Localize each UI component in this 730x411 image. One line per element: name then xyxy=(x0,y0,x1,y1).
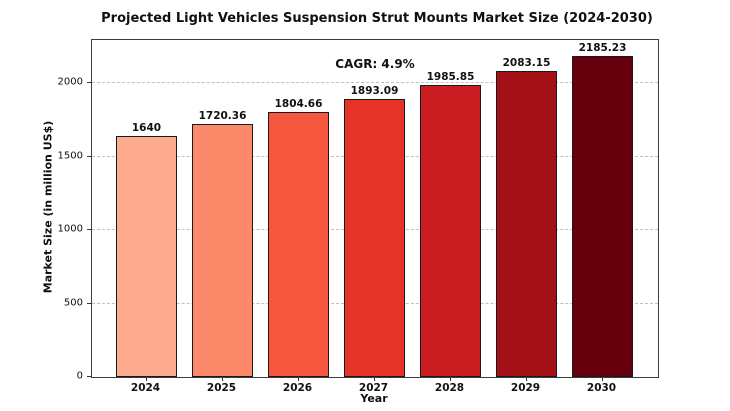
bar-group-2025: 1720.36 xyxy=(181,110,265,377)
bar-group-2026: 1804.66 xyxy=(257,98,341,377)
y-tick-mark xyxy=(87,82,91,84)
x-tick-label-2030: 2030 xyxy=(586,382,617,394)
bar-2029 xyxy=(496,71,557,377)
x-tick-label-2025: 2025 xyxy=(206,382,237,394)
y-tick-mark xyxy=(87,376,91,377)
bar-2025 xyxy=(192,124,253,377)
y-tick-label-500: 500 xyxy=(63,297,83,309)
bar-group-2024: 1640 xyxy=(105,122,189,377)
x-tick-mark xyxy=(297,377,299,381)
y-tick-mark xyxy=(87,155,91,157)
bar-value-label: 1720.36 xyxy=(198,110,247,123)
bar-group-2028: 1985.85 xyxy=(409,71,493,377)
x-tick-mark xyxy=(525,377,527,381)
bar-value-label: 1893.09 xyxy=(350,84,399,97)
bar-2024 xyxy=(116,136,177,377)
x-tick-label-2026: 2026 xyxy=(282,382,313,394)
x-axis-label: Year xyxy=(360,392,388,405)
gridline-2000 xyxy=(92,82,658,84)
bar-group-2030: 2185.23 xyxy=(561,42,645,377)
y-tick-mark xyxy=(87,302,91,304)
bar-value-label: 2083.15 xyxy=(502,57,551,70)
y-tick-mark xyxy=(87,229,91,231)
y-axis-label: Market Size (in million US$) xyxy=(41,120,55,294)
x-tick-label-2024: 2024 xyxy=(130,382,161,394)
x-tick-mark xyxy=(601,377,603,381)
bar-value-label: 1804.66 xyxy=(274,97,323,110)
x-tick-label-2027: 2027 xyxy=(358,382,389,394)
x-tick-label-2029: 2029 xyxy=(510,382,541,394)
y-tick-label-2000: 2000 xyxy=(57,76,83,88)
bar-2026 xyxy=(268,111,329,377)
plot-area: 1640 1720.36 1804.66 1893.09 1985.85 2083.15 2… xyxy=(91,39,659,378)
y-tick-label-0: 0 xyxy=(76,370,83,382)
y-tick-label-1000: 1000 xyxy=(57,223,83,235)
x-tick-mark xyxy=(373,377,375,381)
bar-value-label: 1985.85 xyxy=(426,71,475,84)
x-tick-mark xyxy=(221,377,223,381)
bar-2030 xyxy=(572,56,633,377)
chart-title: Projected Light Vehicles Suspension Stru… xyxy=(101,11,653,26)
bar-value-label: 2185.23 xyxy=(578,42,627,55)
x-tick-mark xyxy=(145,377,147,381)
bar-group-2029: 2083.15 xyxy=(485,57,569,377)
y-tick-label-1500: 1500 xyxy=(57,150,83,162)
bar-2028 xyxy=(420,85,481,377)
cagr-annotation: CAGR: 4.9% xyxy=(335,57,415,71)
x-tick-label-2028: 2028 xyxy=(434,382,465,394)
bar-2027 xyxy=(344,98,405,377)
bar-group-2027: 1893.09 xyxy=(333,85,417,377)
bar-value-label: 1640 xyxy=(131,122,162,135)
x-tick-mark xyxy=(449,377,451,381)
